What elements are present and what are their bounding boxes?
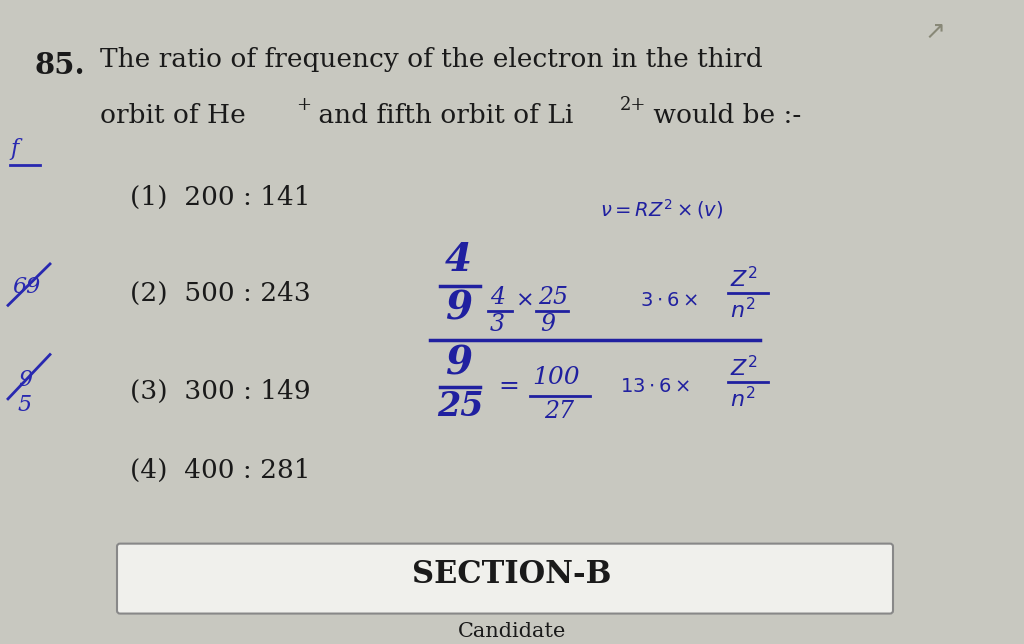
Text: f: f xyxy=(10,138,18,160)
Text: 25: 25 xyxy=(437,390,483,423)
Text: 4: 4 xyxy=(445,242,472,279)
Text: 9: 9 xyxy=(18,369,32,392)
Text: (1)  200 : 141: (1) 200 : 141 xyxy=(130,185,310,210)
Text: =: = xyxy=(498,374,519,398)
Text: 9: 9 xyxy=(540,313,555,336)
Text: 5: 5 xyxy=(18,394,32,416)
Text: and fifth orbit of Li: and fifth orbit of Li xyxy=(310,104,573,128)
Text: $\nearrow$: $\nearrow$ xyxy=(920,20,944,44)
Text: 25: 25 xyxy=(538,285,568,308)
Text: SECTION-B: SECTION-B xyxy=(413,560,611,591)
Text: 27: 27 xyxy=(544,400,574,423)
Text: 4: 4 xyxy=(490,285,505,308)
Text: $n^2$: $n^2$ xyxy=(730,298,756,323)
Text: $Z^2$: $Z^2$ xyxy=(730,355,758,380)
Text: +: + xyxy=(296,95,311,113)
Text: 9: 9 xyxy=(445,290,472,328)
Text: $13\cdot 6 \times$: $13\cdot 6 \times$ xyxy=(620,377,690,396)
Text: 69: 69 xyxy=(12,276,40,298)
Text: 85.: 85. xyxy=(35,52,86,80)
Text: (4)  400 : 281: (4) 400 : 281 xyxy=(130,458,310,483)
Text: 3: 3 xyxy=(490,313,505,336)
Text: (3)  300 : 149: (3) 300 : 149 xyxy=(130,379,310,404)
Text: 100: 100 xyxy=(532,366,580,390)
Text: $n^2$: $n^2$ xyxy=(730,386,756,412)
FancyBboxPatch shape xyxy=(117,544,893,614)
Text: orbit of He: orbit of He xyxy=(100,104,246,128)
Text: 9: 9 xyxy=(445,345,472,383)
Text: Candidate: Candidate xyxy=(458,622,566,641)
Text: would be :-: would be :- xyxy=(645,104,801,128)
Text: $\nu = RZ^2 \times (v)$: $\nu = RZ^2 \times (v)$ xyxy=(600,197,723,221)
Text: $3\cdot 6 \times$: $3\cdot 6 \times$ xyxy=(640,290,698,310)
Text: ×: × xyxy=(516,290,535,310)
Text: $Z^2$: $Z^2$ xyxy=(730,266,758,291)
Text: The ratio of frequency of the electron in the third: The ratio of frequency of the electron i… xyxy=(100,47,763,72)
Text: (2)  500 : 243: (2) 500 : 243 xyxy=(130,281,310,306)
Text: 2+: 2+ xyxy=(620,95,646,113)
